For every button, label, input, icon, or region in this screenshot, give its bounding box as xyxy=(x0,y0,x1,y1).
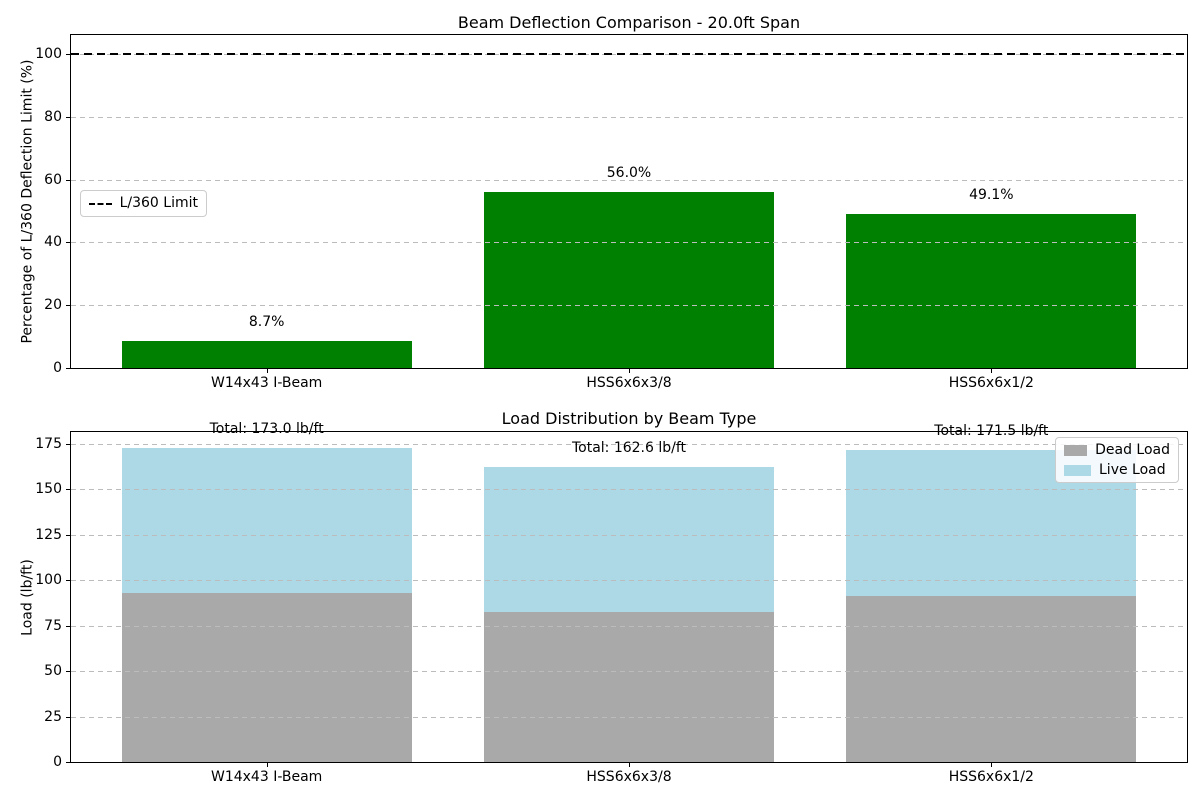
legend-label: Live Load xyxy=(1099,461,1166,478)
gridline-20 xyxy=(71,305,1187,307)
x-tick xyxy=(991,369,993,373)
y-tick-label: 125 xyxy=(35,526,62,543)
y-tick xyxy=(66,53,70,55)
y-tick-label: 40 xyxy=(44,234,62,251)
bar-deflection-w14x43-i-beam xyxy=(121,340,412,368)
legend-entry-live-load: Live Load xyxy=(1064,461,1170,478)
x-tick xyxy=(266,763,268,767)
gridline-150 xyxy=(71,489,1187,491)
x-tick xyxy=(629,763,630,767)
y-tick xyxy=(66,671,70,673)
legend-swatch-live-load xyxy=(1064,464,1091,476)
legend-label: Dead Load xyxy=(1095,441,1170,458)
bar-total-label: Total: 171.5 lb/ft xyxy=(934,423,1049,440)
y-tick-label: 20 xyxy=(44,297,62,314)
bar-value-label: 8.7% xyxy=(248,313,285,330)
x-tick-label: HSS6x6x1/2 xyxy=(948,769,1034,785)
x-tick-label: HSS6x6x1/2 xyxy=(948,375,1034,391)
load-y-axis-label: Load (lb/ft) xyxy=(19,559,36,636)
y-tick-label: 100 xyxy=(35,572,62,589)
y-tick-label: 60 xyxy=(44,171,62,188)
gridline-100 xyxy=(71,580,1187,582)
y-tick-label: 80 xyxy=(44,108,62,125)
y-tick-label: 75 xyxy=(44,617,62,634)
bar-total-label: Total: 162.6 lb/ft xyxy=(571,439,687,456)
bar-dead-load-w14x43-i-beam xyxy=(121,593,412,762)
y-tick xyxy=(66,242,70,244)
y-tick-label: 0 xyxy=(53,754,62,770)
y-tick-label: 175 xyxy=(35,435,62,452)
deflection-chart-title: Beam Deflection Comparison - 20.0ft Span xyxy=(457,13,801,32)
gridline-60 xyxy=(71,179,1187,181)
plot-area-1 xyxy=(70,34,1188,369)
y-tick-label: 25 xyxy=(44,708,62,725)
bar-value-label: 49.1% xyxy=(969,186,1014,203)
legend-entry-dead-load: Dead Load xyxy=(1064,441,1170,458)
x-tick xyxy=(266,369,268,373)
y-tick xyxy=(66,368,70,369)
y-tick-label: 100 xyxy=(35,45,62,62)
legend-entry-l-360-limit: L/360 Limit xyxy=(89,196,198,211)
legend-label: L/360 Limit xyxy=(119,195,198,211)
gridline-40 xyxy=(71,242,1187,244)
gridline-80 xyxy=(71,116,1187,118)
bar-value-label: 56.0% xyxy=(606,165,652,182)
bar-deflection-hss6x6x1-2 xyxy=(846,213,1137,368)
y-tick xyxy=(66,305,70,307)
deflection-y-axis-label: Percentage of L/360 Deflection Limit (%) xyxy=(19,59,36,344)
gridline-50 xyxy=(71,671,1187,673)
y-tick xyxy=(66,762,70,763)
bar-live-load-w14x43-i-beam xyxy=(121,447,412,593)
bar-deflection-hss6x6x3-8 xyxy=(484,192,774,368)
x-tick-label: W14x43 I-Beam xyxy=(210,375,323,391)
x-tick-label: HSS6x6x3/8 xyxy=(586,769,672,785)
x-tick-label: W14x43 I-Beam xyxy=(210,769,323,785)
legend-swatch-dead-load xyxy=(1064,444,1088,456)
bar-dead-load-hss6x6x3-8 xyxy=(484,611,774,762)
y-tick-label: 0 xyxy=(53,360,62,376)
y-tick xyxy=(66,116,70,118)
gridline-125 xyxy=(71,534,1187,536)
gridline-25 xyxy=(71,716,1187,718)
y-tick xyxy=(66,716,70,718)
y-tick xyxy=(66,179,70,181)
y-tick xyxy=(66,580,70,582)
x-tick xyxy=(991,763,993,767)
gridline-175 xyxy=(71,443,1187,445)
y-tick-label: 50 xyxy=(44,663,62,680)
y-tick-label: 150 xyxy=(35,481,62,498)
legend-chart-2: Dead Load Live Load xyxy=(1055,437,1179,483)
x-tick xyxy=(629,369,630,373)
legend-chart-1: L/360 Limit xyxy=(80,190,207,217)
y-tick xyxy=(66,489,70,491)
y-tick xyxy=(66,625,70,627)
l360-limit-line xyxy=(71,52,1187,55)
plot-area-2 xyxy=(70,431,1188,763)
load-chart-title: Load Distribution by Beam Type xyxy=(501,409,757,428)
y-tick xyxy=(66,443,70,445)
bar-total-label: Total: 173.0 lb/ft xyxy=(209,420,324,437)
x-tick-label: HSS6x6x3/8 xyxy=(586,375,672,391)
bar-dead-load-hss6x6x1-2 xyxy=(846,595,1137,762)
dashed-line-icon xyxy=(89,202,112,205)
gridline-75 xyxy=(71,625,1187,627)
bar-live-load-hss6x6x3-8 xyxy=(484,466,774,612)
y-tick xyxy=(66,534,70,536)
